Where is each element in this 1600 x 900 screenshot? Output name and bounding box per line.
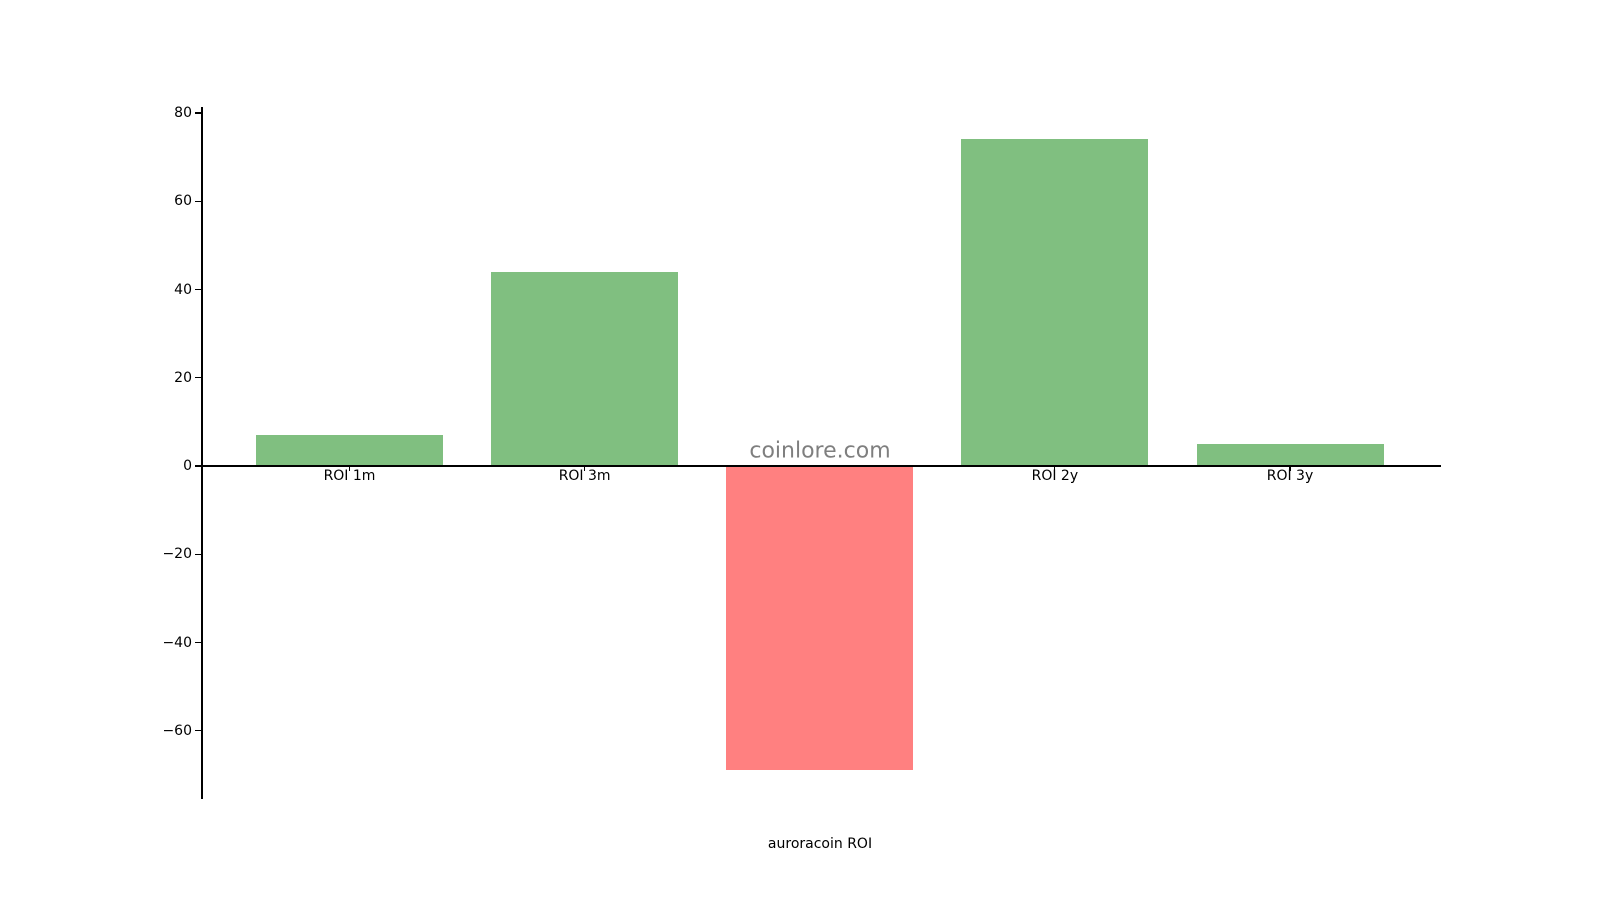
x-axis-line: [201, 465, 1441, 467]
x-tick-label-roi-3y: ROI 3y: [1266, 468, 1314, 484]
y-tick-mark: [195, 730, 201, 732]
bar-roi-3y: [1196, 443, 1384, 466]
x-tick-label-roi-1m: ROI 1m: [323, 468, 376, 484]
bar-unlabeled: [726, 466, 914, 771]
y-tick-label: −40: [162, 634, 192, 651]
y-tick-mark: [195, 377, 201, 379]
y-tick-mark: [195, 200, 201, 202]
x-tick-mark: [348, 466, 351, 471]
x-tick-label-roi-3m: ROI 3m: [558, 468, 611, 484]
x-tick-label-roi-2y: ROI 2y: [1031, 468, 1079, 484]
y-tick-label: −60: [162, 722, 192, 739]
y-tick-label: 20: [174, 369, 192, 386]
x-tick-mark: [584, 466, 586, 471]
bar-roi-2y: [961, 139, 1149, 466]
y-tick-mark: [195, 288, 201, 291]
bar-roi-3m: [491, 271, 679, 466]
watermark: coinlore.com: [749, 438, 891, 464]
x-tick-mark: [1289, 466, 1291, 471]
y-tick-label: −20: [162, 546, 192, 563]
y-tick-label: 40: [174, 281, 192, 298]
bar-roi-1m: [256, 435, 443, 466]
y-tick-label: 60: [174, 193, 192, 210]
y-axis-spine: [201, 107, 203, 799]
y-tick-mark: [195, 112, 201, 114]
y-tick-label: 80: [174, 105, 192, 121]
y-tick-mark: [195, 641, 201, 644]
y-tick-label: 0: [183, 458, 192, 474]
y-tick-mark: [195, 553, 201, 555]
x-tick-mark: [1054, 466, 1056, 471]
y-tick-mark: [195, 465, 201, 467]
chart-xlabel: auroracoin ROI: [767, 836, 873, 852]
